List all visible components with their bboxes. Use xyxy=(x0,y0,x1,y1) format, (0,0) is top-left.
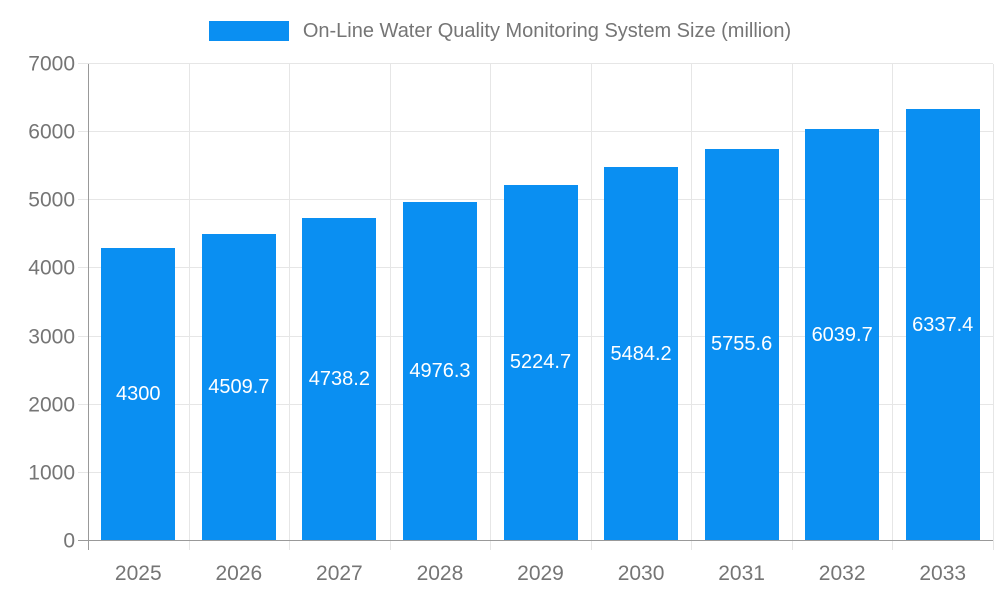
y-tick-label: 7000 xyxy=(28,52,75,76)
bar-value-label: 4738.2 xyxy=(308,368,370,391)
v-gridline xyxy=(188,64,190,550)
bar-value-label: 4300 xyxy=(116,383,161,405)
h-gridline xyxy=(78,63,993,64)
x-tick-label: 2025 xyxy=(114,562,162,585)
legend-item[interactable]: On-Line Water Quality Monitoring System … xyxy=(208,19,792,43)
v-gridline xyxy=(691,64,693,550)
v-gridline xyxy=(289,64,291,550)
x-tick-label: 2030 xyxy=(617,562,665,585)
x-axis-line xyxy=(78,540,993,541)
bar-2027: 4738.2 xyxy=(302,218,377,541)
y-tick-label: 2000 xyxy=(28,393,75,417)
bar-2025: 4300 xyxy=(101,248,176,541)
legend: On-Line Water Quality Monitoring System … xyxy=(0,16,1000,46)
y-tick-label: 3000 xyxy=(28,325,75,349)
bar-value-label: 5755.6 xyxy=(711,333,773,356)
y-tick-label: 4000 xyxy=(28,256,75,280)
y-axis: 0 1000 2000 3000 4000 5000 6000 7000 xyxy=(0,54,75,552)
x-tick-label: 2028 xyxy=(416,562,464,585)
bar-2032: 6039.7 xyxy=(805,129,880,541)
v-gridline xyxy=(791,64,793,550)
bar-2026: 4509.7 xyxy=(201,233,276,541)
bar-value-label: 4509.7 xyxy=(208,375,270,398)
bar-2033: 6337.4 xyxy=(905,109,980,541)
plot-area: 4300 4509.7 4738.2 4976.3 5224.7 5484.2 5755.6… xyxy=(78,63,994,550)
v-gridline xyxy=(389,64,391,550)
x-tick-label: 2033 xyxy=(919,562,967,585)
v-gridline xyxy=(892,64,894,550)
bar-value-label: 5484.2 xyxy=(610,342,672,365)
x-tick-label: 2026 xyxy=(215,562,263,585)
y-tick-label: 5000 xyxy=(28,188,75,212)
bar-value-label: 4976.3 xyxy=(409,359,471,382)
bar-value-label: 6337.4 xyxy=(912,313,974,336)
h-gridline xyxy=(78,131,993,133)
y-tick-label: 6000 xyxy=(28,120,75,144)
v-gridline xyxy=(993,64,994,550)
x-tick-label: 2027 xyxy=(316,562,363,585)
x-tick-label: 2032 xyxy=(818,562,866,585)
bar-2029: 5224.7 xyxy=(503,184,578,541)
legend-label: On-Line Water Quality Monitoring System … xyxy=(302,19,792,42)
x-tick-label: 2029 xyxy=(517,562,564,585)
bar-value-label: 5224.7 xyxy=(509,351,572,374)
x-tick-label: 2031 xyxy=(718,562,765,585)
v-gridline xyxy=(590,64,592,550)
legend-swatch-icon xyxy=(208,21,289,41)
v-gridline xyxy=(490,64,492,550)
y-axis-line xyxy=(88,64,89,550)
y-tick-label: 1000 xyxy=(28,461,75,485)
y-tick-label: 0 xyxy=(63,529,75,553)
bar-2031: 5755.6 xyxy=(704,148,779,541)
bar-2028: 4976.3 xyxy=(402,201,477,541)
bar-value-label: 6039.7 xyxy=(811,323,873,346)
bar-2030: 5484.2 xyxy=(604,167,679,541)
x-axis: 2025 2026 2027 2028 2029 2030 2031 2032 2033 xyxy=(88,559,993,589)
